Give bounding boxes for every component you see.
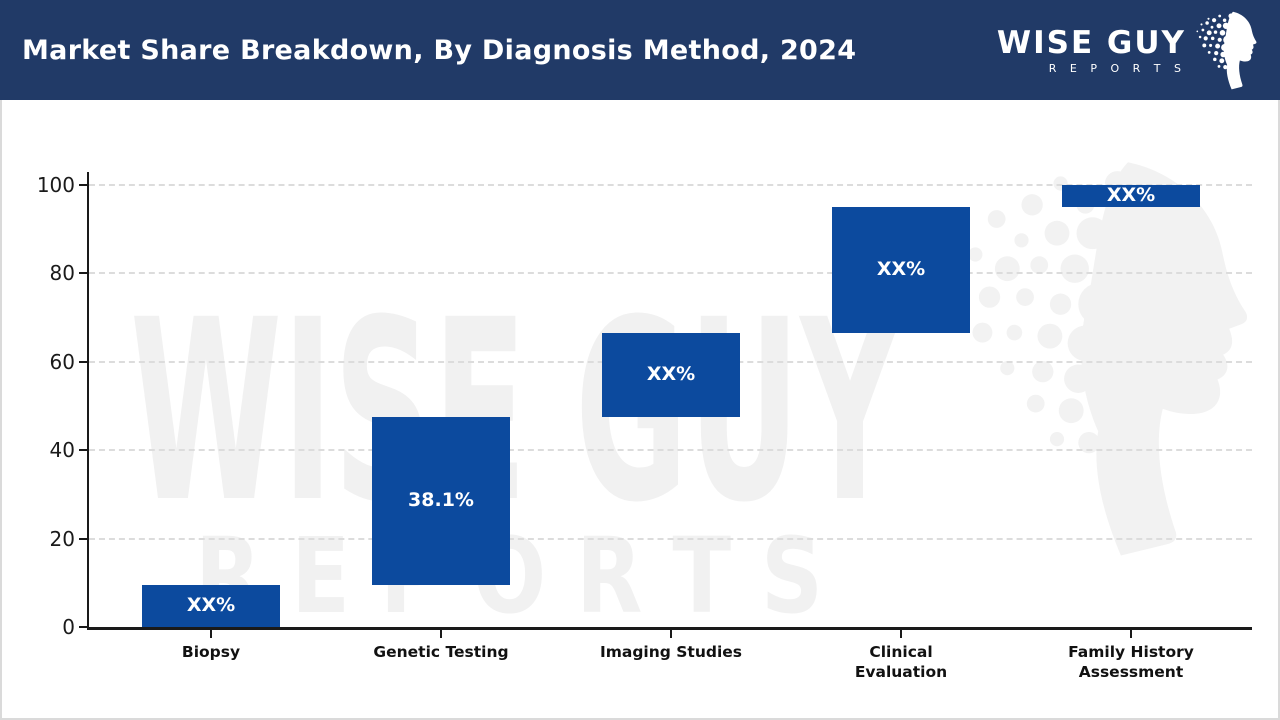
y-axis-line [87, 172, 89, 629]
bar-value-label: XX% [186, 594, 236, 617]
y-axis-tickmark [79, 272, 88, 274]
bar-biopsy: XX% [142, 584, 280, 627]
x-axis-tickmark [440, 630, 442, 638]
logo-name: WISE GUY [996, 24, 1186, 61]
gridline-100 [89, 183, 1252, 186]
y-axis-tickmark [79, 360, 88, 363]
bar-imaging-studies: XX% [602, 332, 740, 417]
x-axis-tickmark [900, 630, 902, 638]
y-axis-tickmark [79, 537, 88, 540]
y-axis-tickmark [79, 449, 88, 451]
x-axis-category-label: Genetic Testing [373, 643, 509, 661]
bar-value-label: XX% [1106, 184, 1156, 207]
bar-genetic-testing: 38.1% [372, 416, 510, 585]
x-axis-category-label: Family History Assessment [1068, 643, 1194, 682]
x-axis-category-label: Clinical Evaluation [854, 643, 948, 682]
logo-text: WISE GUY R E P O R T S [997, 27, 1186, 76]
page-title: Market Share Breakdown, By Diagnosis Met… [22, 35, 857, 66]
y-axis-tickmark [79, 183, 88, 186]
bar-value-label: XX% [646, 363, 696, 386]
y-axis-tick-label: 60 [49, 349, 75, 374]
gridline-80 [89, 272, 1252, 274]
bar-value-label: XX% [876, 258, 926, 281]
watermark-name: WISE GUY [130, 266, 902, 557]
bar-family-history-assessment: XX% [1062, 184, 1200, 207]
gridline-20 [89, 537, 1252, 540]
watermark-face-dots-icon [954, 162, 1248, 556]
y-axis-tick-label: 100 [36, 172, 75, 197]
x-axis-line [87, 627, 1252, 630]
bar-value-label: 38.1% [408, 489, 474, 512]
y-axis-tick-label: 20 [49, 526, 75, 551]
logo-tagline: R E P O R T S [1048, 62, 1186, 76]
logo-face-dots-icon [1188, 9, 1264, 93]
wise-guy-reports-logo: WISE GUY R E P O R T S [997, 9, 1264, 93]
x-axis-category-label: Imaging Studies [599, 643, 743, 661]
waterfall-chart: 0 20 40 60 80 100 XX% Biopsy 38.1% Genetic Testin… [0, 100, 1280, 720]
gridline-40 [89, 449, 1252, 451]
x-axis-category-label: Biopsy [181, 643, 241, 661]
y-axis-tick-label: 80 [49, 261, 75, 285]
x-axis-tickmark [1130, 630, 1132, 638]
x-axis-tickmark [210, 630, 212, 638]
y-axis-tick-label: 0 [62, 615, 75, 639]
header-band: Market Share Breakdown, By Diagnosis Met… [0, 0, 1280, 100]
x-axis-tickmark [670, 630, 672, 638]
bar-clinical-evaluation: XX% [832, 206, 970, 333]
y-axis-tick-label: 40 [49, 438, 75, 462]
y-axis-tickmark [79, 626, 88, 628]
